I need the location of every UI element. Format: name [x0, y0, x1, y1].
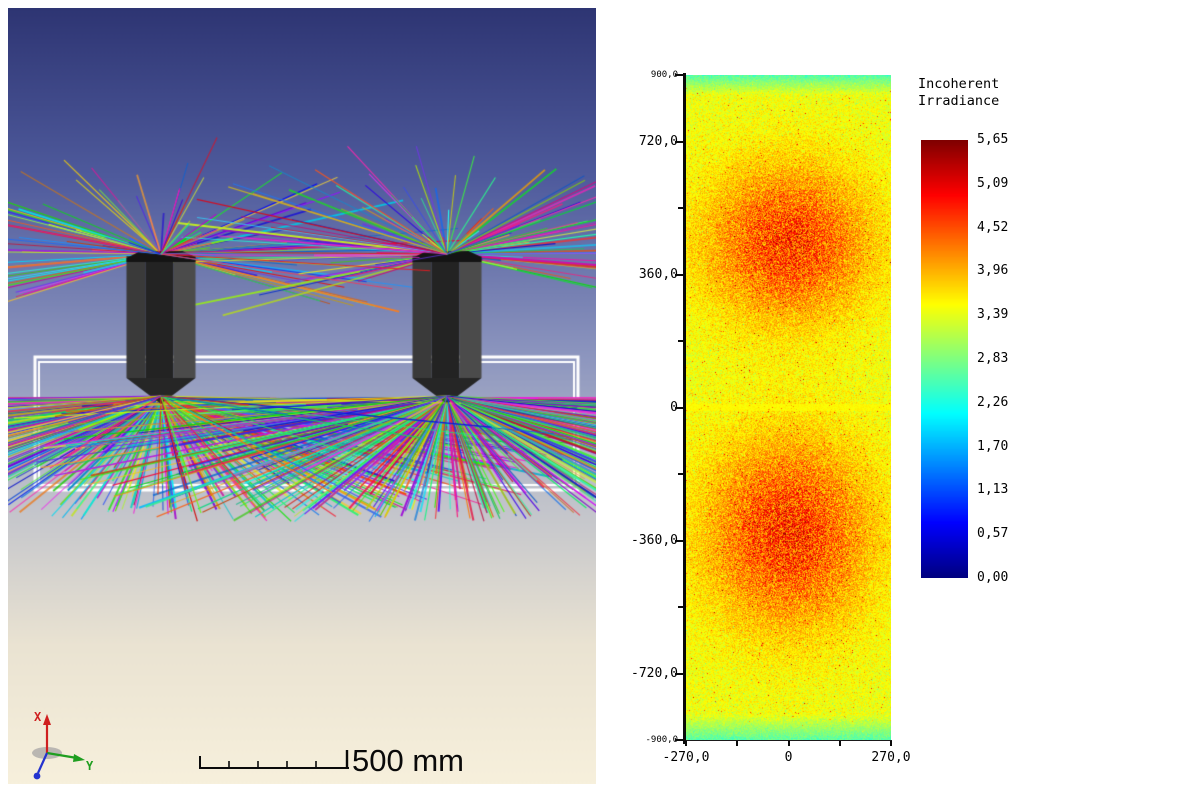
x-axis-tick-mark	[736, 741, 739, 746]
y-axis-arrow	[46, 751, 78, 760]
colorbar-tick-label: 4,52	[977, 219, 1009, 235]
irradiance-heatmap	[686, 75, 891, 740]
scale-bar: 500 mm	[198, 743, 464, 778]
x-axis-tick-mark	[685, 741, 687, 746]
y-axis-tick-label: -360,0	[631, 532, 678, 548]
y-axis-tick-label: 0	[608, 400, 678, 415]
x-axis-arrowhead	[43, 714, 51, 725]
colorbar-title-line1: Incoherent	[918, 76, 1000, 92]
x-axis-tick-label: 270,0	[871, 750, 911, 765]
y-axis-arrowhead	[73, 754, 85, 762]
colorbar-tick-label: 3,39	[977, 307, 1009, 323]
y-axis-tick-mark	[675, 739, 683, 741]
y-axis-tick-mark	[678, 606, 683, 608]
orientation-axis-triad: X Y	[32, 710, 94, 780]
y-axis-spine	[683, 73, 686, 744]
x-axis-spine	[686, 740, 892, 741]
scale-bar-label: 500 mm	[352, 743, 464, 778]
x-axis-label: X	[34, 710, 42, 724]
x-axis-tick-mark	[890, 741, 892, 746]
colorbar-tick-label: 0,57	[977, 526, 1009, 542]
colorbar-title: Incoherent Irradiance	[918, 76, 999, 110]
x-axis-tick-mark	[838, 741, 841, 746]
y-axis-tick-mark	[678, 473, 683, 475]
y-axis-tick-label: 720,0	[638, 133, 678, 149]
colorbar-title-line2: Irradiance	[918, 93, 1000, 109]
colorbar-tick-label: 5,65	[977, 132, 1009, 147]
raytrace-3d-render[interactable]	[8, 8, 596, 784]
y-axis-tick-label: -900,0	[645, 735, 678, 745]
colorbar-tick-label: 3,96	[977, 263, 1009, 279]
colorbar-tick-label: 0,00	[977, 570, 1009, 585]
colorbar-tick-label: 1,70	[977, 438, 1009, 454]
y-axis-tick-mark	[678, 340, 683, 342]
y-axis-tick-mark	[675, 140, 683, 143]
y-axis-tick-label: 900,0	[650, 70, 678, 80]
colorbar-tick-label: 1,13	[977, 482, 1009, 498]
z-axis-tip	[33, 772, 41, 780]
colorbar-tick-label: 2,26	[977, 394, 1009, 410]
y-axis-tick-mark	[678, 207, 683, 209]
y-axis-tick-mark	[675, 406, 683, 409]
x-axis-tick-label: 0	[784, 750, 793, 765]
y-axis-label-triad: Y	[86, 759, 94, 773]
y-axis-tick-label: 360,0	[638, 266, 678, 282]
y-axis-tick-mark	[675, 672, 683, 675]
z-axis-arrow	[36, 752, 49, 774]
raytrace-viewport: X Y 500 mm	[8, 8, 596, 784]
scale-bar-ruler	[199, 750, 349, 769]
y-axis-tick-mark	[675, 273, 683, 276]
colorbar-tick-label: 2,83	[977, 351, 1009, 366]
y-axis-tick-label: -720,0	[631, 665, 678, 681]
y-axis-tick-mark	[675, 539, 683, 542]
x-axis-tick-mark	[787, 741, 790, 746]
colorbar-tick-label: 5,09	[977, 175, 1009, 191]
x-axis-tick-label: -270,0	[662, 750, 710, 765]
y-axis-tick-mark	[675, 74, 683, 76]
colorbar-gradient	[921, 140, 968, 578]
